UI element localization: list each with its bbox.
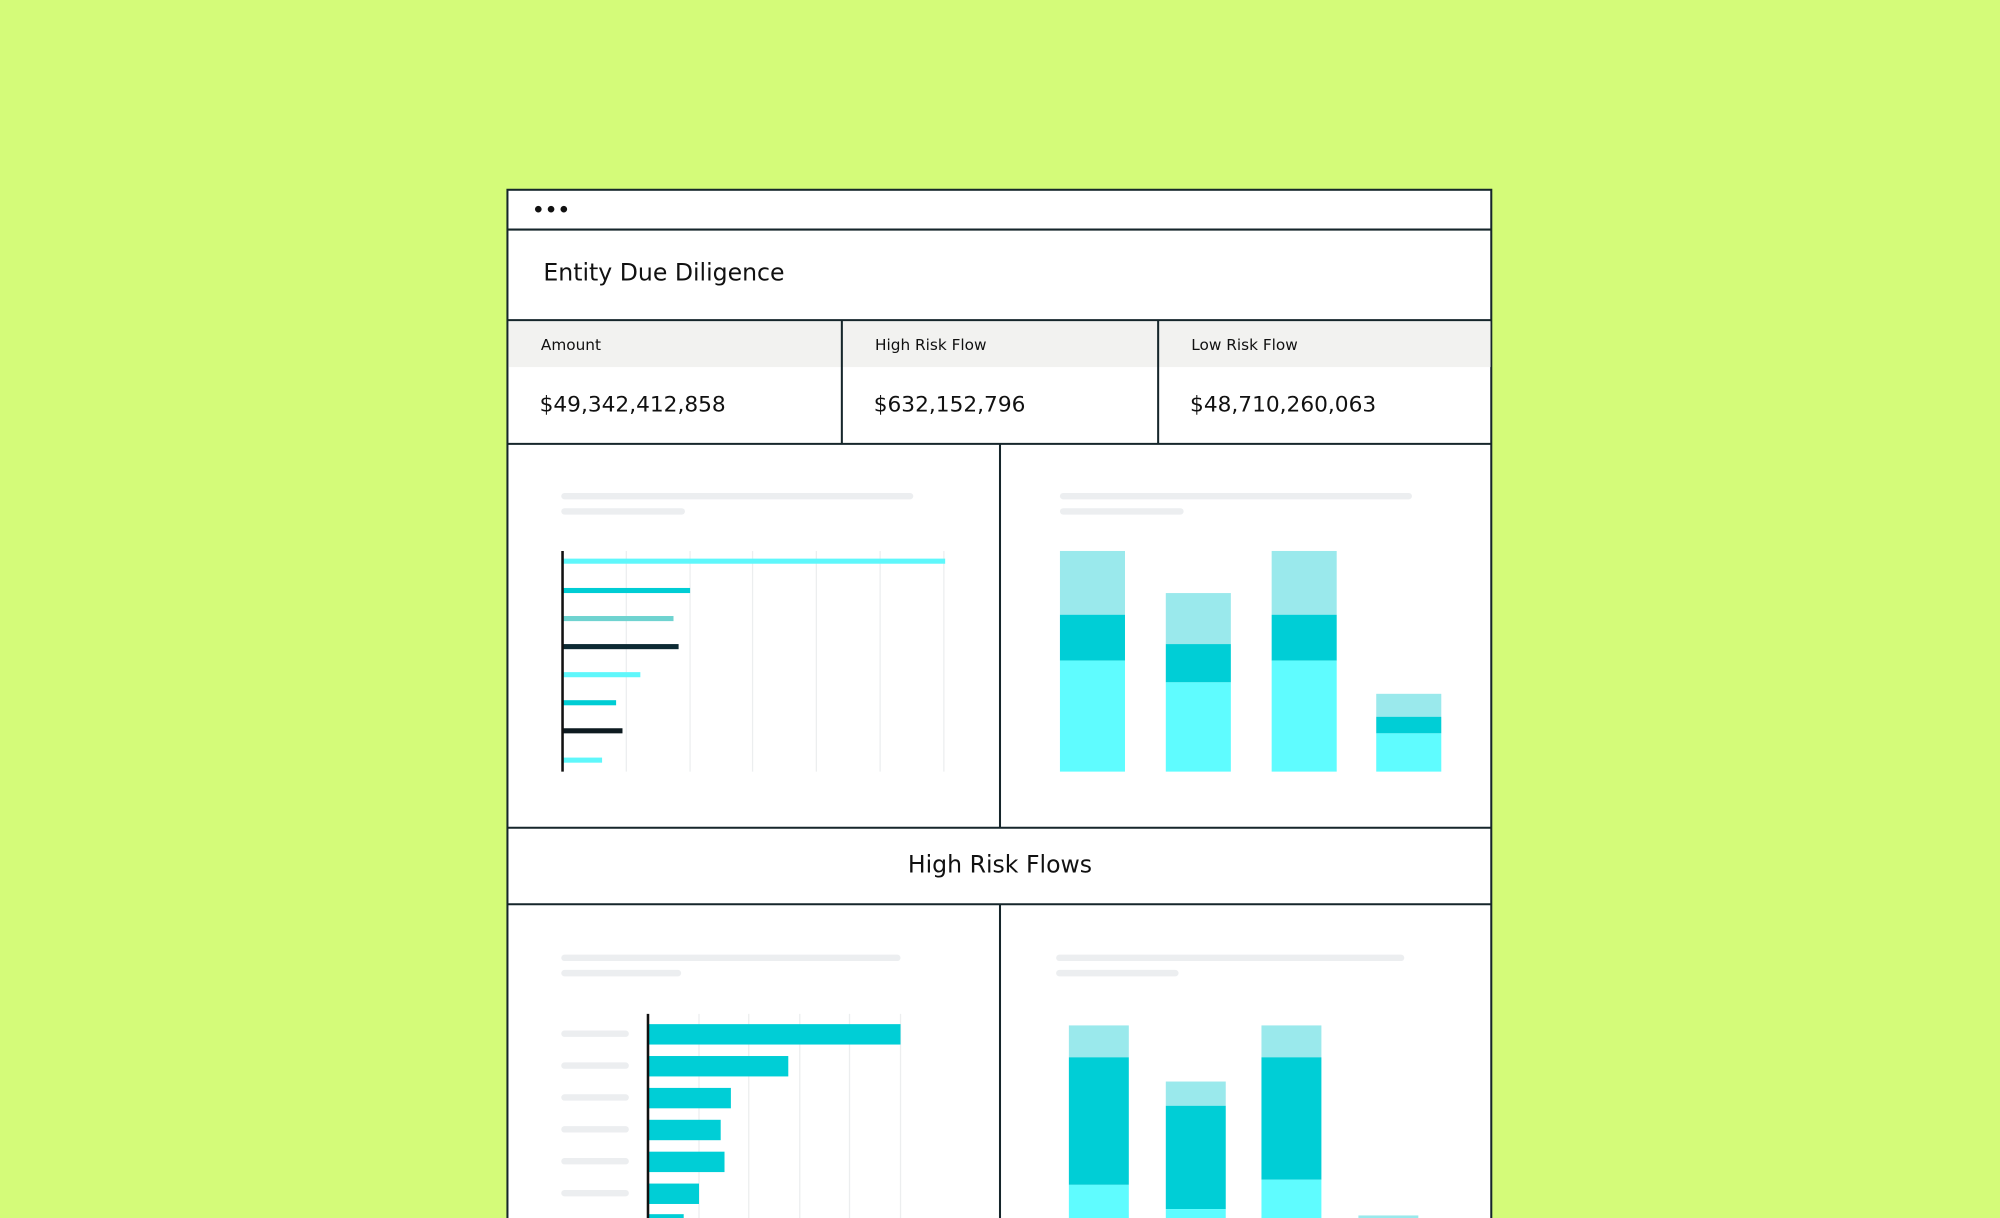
skeleton (1059, 508, 1184, 515)
window: Entity Due Diligence Amount High Risk Fl… (506, 188, 1493, 1218)
bar (562, 728, 623, 734)
skeleton (561, 969, 682, 977)
metric-value: $48,710,260,063 (1190, 393, 1376, 418)
dot (560, 205, 568, 213)
bar (562, 616, 674, 622)
metric-label: High Risk Flow (875, 336, 987, 354)
bar-segment (1271, 614, 1337, 661)
skeleton (561, 1189, 629, 1197)
bar-segment (1059, 614, 1125, 661)
skeleton (561, 1030, 629, 1037)
skeleton (561, 954, 901, 962)
chart-placeholder (1059, 492, 1442, 772)
dot (534, 205, 542, 213)
skeleton (1059, 492, 1412, 500)
bar (647, 1214, 684, 1218)
chart-placeholder (1056, 954, 1419, 1218)
bar-segment (1165, 1209, 1226, 1218)
bar-segment (1165, 1105, 1226, 1210)
bar-segment (1261, 1025, 1322, 1058)
bar-segment (1271, 660, 1337, 772)
bar-segment (1376, 716, 1442, 734)
skeleton (561, 1158, 629, 1165)
bar (647, 1056, 789, 1077)
bar-segment (1165, 644, 1231, 683)
skeleton (561, 1126, 629, 1133)
chart-placeholder (561, 954, 902, 1218)
bar (562, 558, 946, 564)
bar-segment (1165, 682, 1231, 772)
bar-segment (1068, 1025, 1129, 1058)
skeleton (1056, 954, 1405, 962)
bar-segment (1165, 1081, 1226, 1106)
bar (647, 1183, 700, 1204)
bar-segment (1165, 593, 1231, 645)
bar (562, 644, 679, 650)
bar-segment (1068, 1184, 1129, 1218)
grid (625, 550, 945, 772)
bar (562, 587, 691, 594)
bar-segment (1059, 660, 1125, 772)
bar-segment (1261, 1057, 1322, 1180)
bar-segment (1376, 693, 1442, 717)
metric-header-band (508, 321, 1491, 368)
bar-segment (1271, 550, 1337, 615)
metric-label: Low Risk Flow (1191, 336, 1297, 354)
bar (562, 757, 603, 763)
bar-segment (1068, 1057, 1129, 1185)
skeleton (561, 508, 685, 515)
bar (562, 700, 617, 706)
metric-value: $49,342,412,858 (540, 393, 726, 418)
bar (647, 1119, 721, 1141)
bar (562, 672, 641, 678)
metric-value: $632,152,796 (874, 393, 1026, 418)
skeleton (561, 492, 914, 500)
chart-placeholder (561, 492, 946, 772)
dot (547, 205, 555, 213)
bar-segment (1261, 1179, 1322, 1218)
bar (647, 1087, 731, 1109)
bar-segment (1358, 1215, 1419, 1218)
skeleton (561, 1094, 629, 1101)
metric-label: Amount (541, 336, 601, 354)
skeleton (561, 1062, 629, 1069)
bar-segment (1376, 733, 1442, 772)
section-title: High Risk Flows (908, 850, 1092, 878)
skeleton (1056, 969, 1179, 977)
bar (647, 1151, 725, 1173)
bar (647, 1024, 901, 1045)
page-title: Entity Due Diligence (543, 259, 784, 287)
bar-segment (1059, 550, 1125, 615)
